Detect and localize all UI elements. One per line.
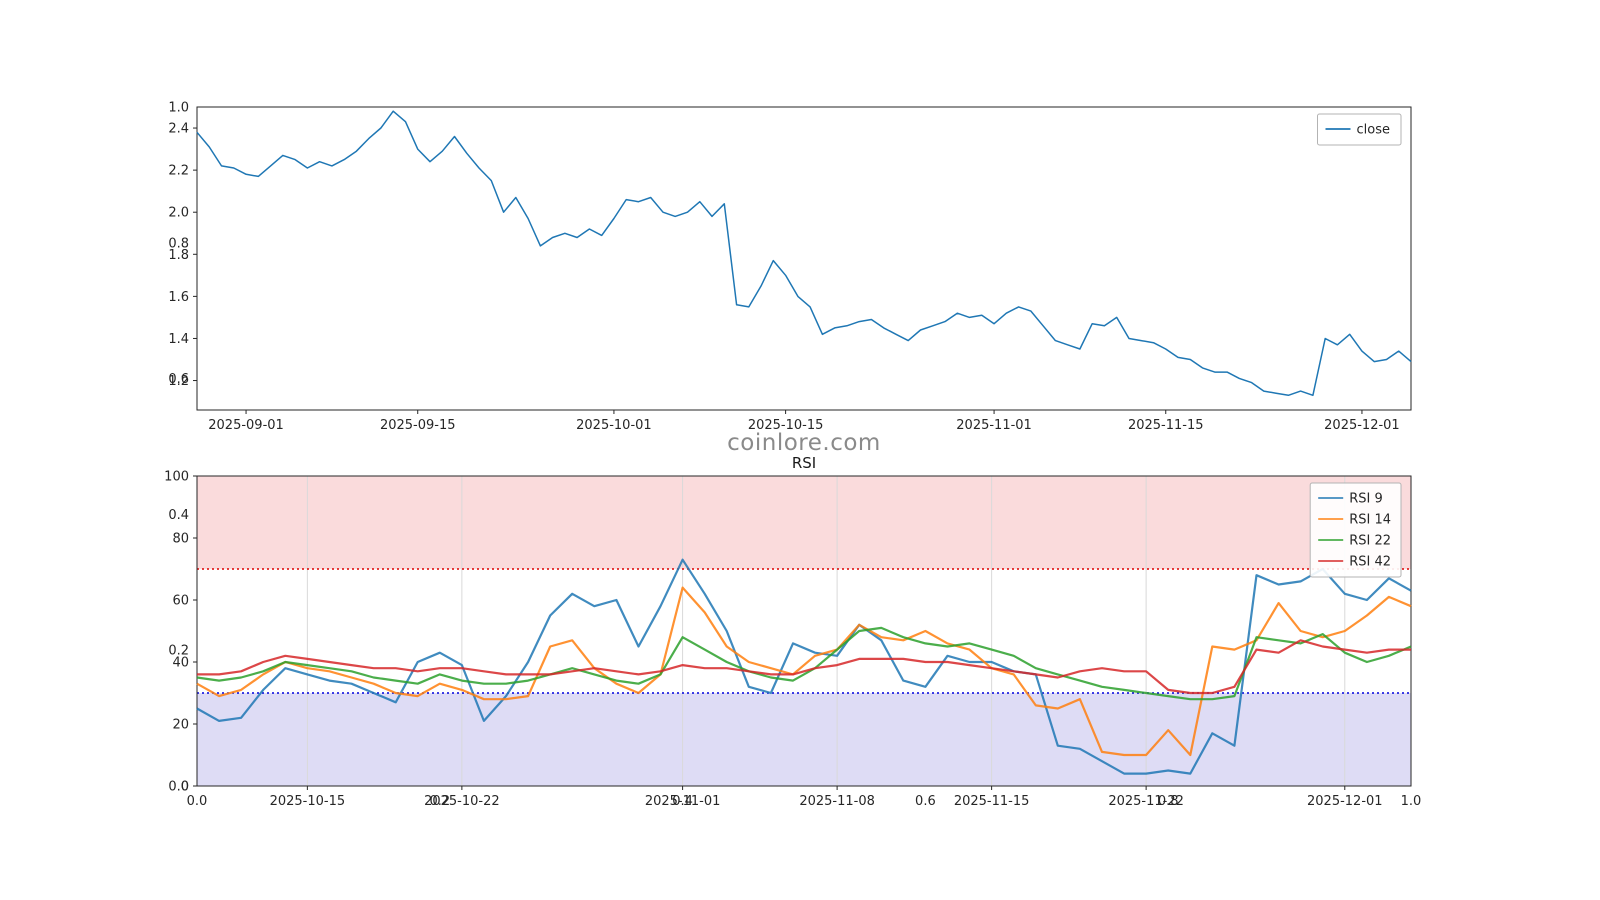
- x-tick-label: 2025-10-22: [424, 794, 500, 809]
- y-tick-label: 100: [164, 470, 189, 485]
- x-tick-label: 2025-11-01: [645, 794, 721, 809]
- y-tick-label: 80: [172, 532, 189, 547]
- ghost-y-label: 0.6: [168, 372, 189, 387]
- ghost-x-label: 0.8: [1158, 794, 1179, 809]
- x-tick-label: 2025-11-01: [956, 418, 1032, 433]
- plot-border: [196, 475, 1412, 787]
- y-tick-label: 2.2: [168, 164, 189, 179]
- ghost-x-label: 1.0: [1401, 794, 1422, 809]
- ghost-y-label: 0.0: [168, 780, 189, 795]
- x-tick-label: 2025-12-01: [1307, 794, 1383, 809]
- legend-label: RSI 42: [1349, 555, 1391, 570]
- ghost-x-label: 0.4: [672, 794, 693, 809]
- y-tick-label: 60: [172, 594, 189, 609]
- x-tick-label: 2025-09-15: [380, 418, 456, 433]
- series-rsi-42: [197, 639, 1411, 695]
- ghost-x-label: 0.0: [187, 794, 208, 809]
- x-tick-label: 2025-11-15: [1128, 418, 1204, 433]
- overbought-band: [197, 476, 1411, 569]
- rsi-subplot-title: RSI: [791, 454, 817, 472]
- ghost-x-label: 0.6: [915, 794, 936, 809]
- x-tick-label: 2025-10-01: [576, 418, 652, 433]
- y-tick-label: 2.0: [168, 206, 189, 221]
- oversold-band: [197, 693, 1411, 786]
- chart-rsi: 2025-10-15 2025-10-22 2025-11-01 2025-11-08…: [164, 470, 1412, 809]
- y-tick-label: 20: [172, 718, 189, 733]
- legend-box: [1309, 482, 1402, 578]
- series-rsi-9: [196, 558, 1412, 775]
- watermark-text: coinlore.com: [727, 430, 881, 456]
- legend-label: RSI 14: [1349, 513, 1391, 528]
- y-tick-label: 1.6: [168, 290, 189, 305]
- y-tick-label: 2.4: [168, 122, 189, 137]
- plot-border: [196, 106, 1412, 411]
- chart-price: 2025-09-01 2025-09-15 2025-10-01 2025-10-15…: [168, 106, 1412, 433]
- x-tick-label: 2025-09-01: [208, 418, 284, 433]
- y-tick-label: 0: [181, 780, 189, 795]
- legend-label: RSI 22: [1349, 534, 1391, 549]
- y-tick-label: 1.2: [168, 374, 189, 389]
- ghost-axis: 1.0 0.8 0.6 0.4 0.2 0.00.0 0.2 0.4 0.6 0.8 1.0: [168, 101, 1421, 810]
- y-tick-label: 1.8: [168, 248, 189, 263]
- x-tick-label: 2025-12-01: [1324, 418, 1400, 433]
- x-tick-label: 2025-11-15: [954, 794, 1030, 809]
- legend-label: close: [1357, 123, 1390, 138]
- series-rsi-22: [196, 626, 1412, 701]
- series-rsi-14: [196, 586, 1412, 757]
- ghost-y-label: 0.2: [168, 644, 189, 659]
- ghost-y-label: 1.0: [168, 101, 189, 116]
- x-tick-label: 2025-10-15: [270, 794, 346, 809]
- x-tick-label: 2025-10-15: [748, 418, 824, 433]
- series-close: [196, 110, 1412, 397]
- y-tick-label: 1.4: [168, 332, 189, 347]
- x-tick-label: 2025-11-22: [1108, 794, 1184, 809]
- ghost-y-label: 0.8: [168, 236, 189, 251]
- ghost-y-label: 0.4: [168, 508, 189, 523]
- ghost-x-label: 0.2: [429, 794, 450, 809]
- x-tick-label: 2025-11-08: [799, 794, 875, 809]
- y-tick-label: 40: [172, 656, 189, 671]
- legend-box: [1317, 113, 1402, 146]
- legend-label: RSI 9: [1349, 492, 1383, 507]
